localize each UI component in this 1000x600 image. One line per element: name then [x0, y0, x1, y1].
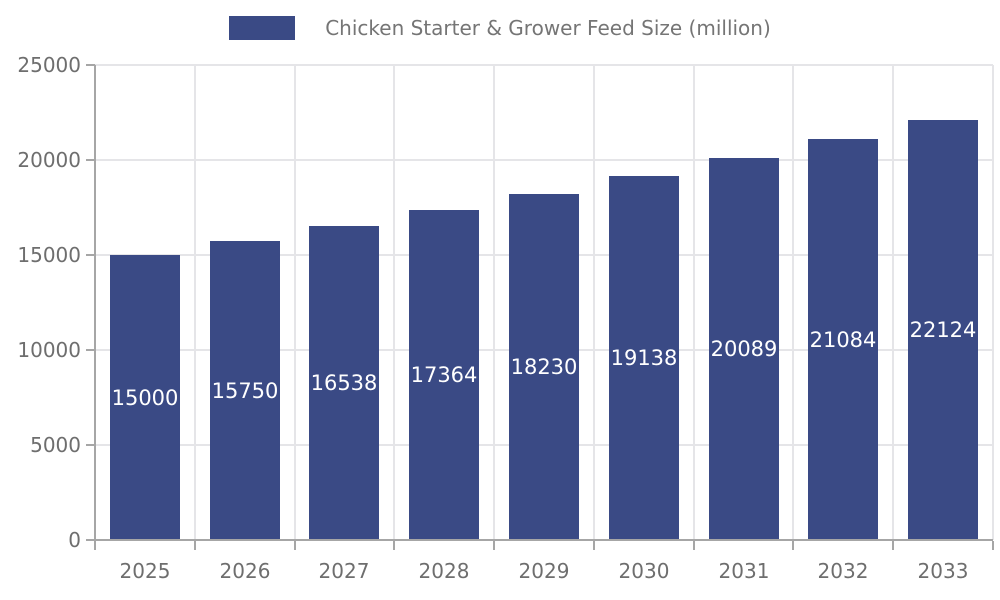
x-axis-tick-label: 2031 — [718, 559, 770, 583]
y-axis-tick-label: 5000 — [30, 433, 81, 457]
y-axis-tick-label: 10000 — [17, 338, 81, 362]
bar-value-label: 17364 — [410, 363, 478, 387]
y-axis-tick-label: 25000 — [17, 53, 81, 77]
y-axis-line — [94, 65, 96, 540]
bar-value-label: 19138 — [610, 346, 678, 370]
x-axis-tick-label: 2026 — [219, 559, 271, 583]
legend-item-feed-size[interactable]: Chicken Starter & Grower Feed Size (mill… — [229, 16, 771, 40]
v-gridline — [194, 65, 196, 540]
x-axis-tick — [992, 541, 994, 550]
bar-2032[interactable]: 21084 — [808, 139, 878, 540]
y-axis-tick — [86, 444, 95, 446]
x-axis-tick — [892, 541, 894, 550]
legend: Chicken Starter & Grower Feed Size (mill… — [0, 16, 1000, 40]
bar-value-label: 18230 — [510, 355, 578, 379]
x-axis-tick-label: 2029 — [518, 559, 570, 583]
bar-value-label: 21084 — [809, 327, 877, 352]
x-axis-tick — [393, 541, 395, 550]
y-axis-tick-label: 0 — [68, 528, 81, 552]
x-axis-tick — [94, 541, 96, 550]
bar-2025[interactable]: 15000 — [110, 255, 180, 540]
x-axis-tick — [294, 541, 296, 550]
plot-area: 15000 15750 16538 17364 18230 19138 20089 21084… — [94, 64, 994, 541]
x-axis-tick — [792, 541, 794, 550]
bar-2028[interactable]: 17364 — [409, 210, 479, 540]
bar-2031[interactable]: 20089 — [709, 158, 779, 540]
bar-2026[interactable]: 15750 — [210, 241, 280, 540]
x-axis-line — [94, 539, 993, 541]
y-axis-tick — [86, 159, 95, 161]
x-axis-tick — [593, 541, 595, 550]
bar-2033[interactable]: 22124 — [908, 120, 978, 540]
bar-value-label: 16538 — [310, 371, 378, 395]
h-gridline — [95, 64, 993, 66]
v-gridline — [593, 65, 595, 540]
bar-value-label: 15000 — [111, 385, 179, 410]
y-axis-tick-label: 15000 — [17, 243, 81, 267]
bar-2027[interactable]: 16538 — [309, 226, 379, 540]
bar-value-label: 20089 — [710, 337, 778, 361]
y-axis-tick-label: 20000 — [17, 148, 81, 172]
legend-label: Chicken Starter & Grower Feed Size (mill… — [325, 16, 771, 40]
x-axis-tick-label: 2027 — [318, 559, 370, 583]
x-axis-tick — [194, 541, 196, 550]
x-axis-tick — [493, 541, 495, 550]
x-axis-tick-label: 2033 — [917, 559, 969, 583]
v-gridline — [294, 65, 296, 540]
x-axis-tick-label: 2030 — [618, 559, 670, 583]
v-gridline — [393, 65, 395, 540]
y-axis-tick — [86, 349, 95, 351]
v-gridline — [892, 65, 894, 540]
bar-2029[interactable]: 18230 — [509, 194, 579, 540]
v-gridline — [992, 65, 994, 540]
bar-2030[interactable]: 19138 — [609, 176, 679, 540]
bar-value-label: 22124 — [909, 318, 977, 342]
v-gridline — [792, 65, 794, 540]
bar-value-label: 15750 — [211, 378, 279, 403]
x-axis-tick — [693, 541, 695, 550]
x-axis-tick-label: 2028 — [418, 559, 470, 583]
y-axis-tick — [86, 64, 95, 66]
legend-swatch-icon — [229, 16, 296, 40]
x-axis-tick-label: 2025 — [119, 559, 171, 583]
y-axis-tick — [86, 254, 95, 256]
y-axis-tick — [86, 539, 95, 541]
v-gridline — [493, 65, 495, 540]
x-axis-tick-label: 2032 — [817, 559, 869, 583]
v-gridline — [693, 65, 695, 540]
h-gridline — [95, 159, 993, 161]
